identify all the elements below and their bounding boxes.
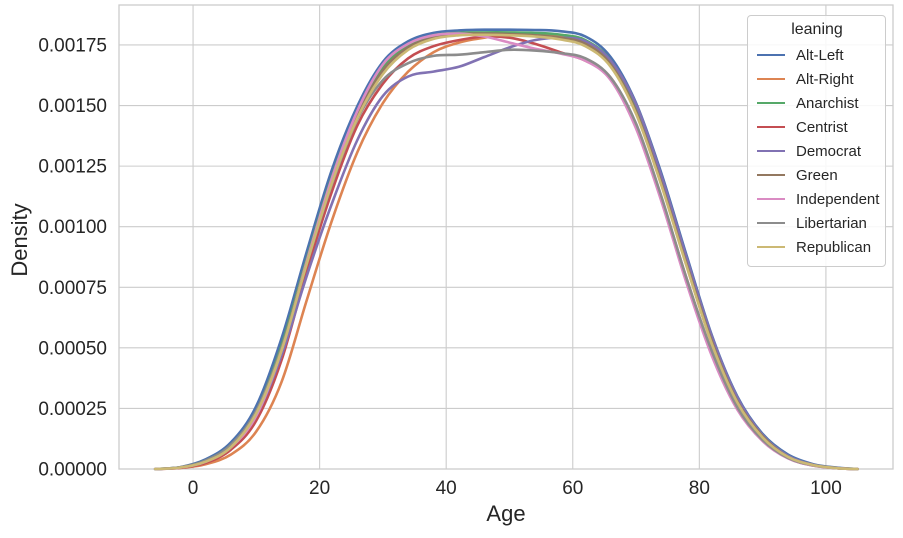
legend-item-independent: Independent [757, 187, 880, 211]
y-tick-label: 0.00000 [38, 460, 107, 481]
legend-item-alt-right: Alt-Right [757, 67, 877, 91]
legend-swatch-independent [757, 198, 785, 200]
x-tick-label: 20 [309, 478, 330, 499]
legend-swatch-anarchist [757, 102, 785, 104]
y-tick-label: 0.00150 [38, 96, 107, 117]
y-tick-label: 0.00175 [38, 35, 107, 56]
x-tick-label: 60 [562, 478, 583, 499]
x-tick-label: 40 [436, 478, 457, 499]
y-tick-label: 0.00125 [38, 157, 107, 178]
y-tick-label: 0.00050 [38, 338, 107, 359]
tick-labels: 0 20 40 60 80 100 0.00000 0.00025 0.00050 0.00075… [38, 35, 841, 499]
x-tick-label: 80 [689, 478, 710, 499]
legend-item-democrat: Democrat [757, 139, 877, 163]
legend-label: Democrat [796, 142, 862, 160]
legend-title: leaning [791, 21, 843, 38]
x-axis-label: Age [486, 501, 526, 526]
axes-border [118, 4, 894, 470]
legend-label: Republican [796, 238, 872, 256]
legend-label: Anarchist [796, 94, 859, 112]
legend-item-libertarian: Libertarian [757, 211, 877, 235]
curve-republican [153, 33, 859, 471]
legend-item-green: Green [757, 163, 877, 187]
legend-swatch-centrist [757, 126, 785, 128]
legend: leaning Alt-Left Alt-Right Anarchist Centri… [747, 15, 886, 267]
legend-swatch-libertarian [757, 222, 785, 224]
y-tick-label: 0.00100 [38, 217, 107, 238]
legend-item-alt-left: Alt-Left [757, 43, 877, 67]
y-tick-label: 0.00025 [38, 399, 107, 420]
legend-item-anarchist: Anarchist [757, 91, 877, 115]
legend-swatch-democrat [757, 150, 785, 152]
x-tick-label: 0 [188, 478, 199, 499]
curves [153, 28, 859, 471]
legend-swatch-republican [757, 246, 785, 248]
legend-swatch-green [757, 174, 785, 176]
legend-label: Centrist [796, 118, 848, 136]
legend-swatch-alt-left [757, 54, 785, 56]
y-tick-label: 0.00075 [38, 278, 107, 299]
legend-item-centrist: Centrist [757, 115, 877, 139]
legend-swatch-alt-right [757, 78, 785, 80]
legend-label: Independent [796, 190, 880, 208]
y-axis-label: Density [7, 203, 32, 277]
legend-items: Alt-Left Alt-Right Anarchist Centrist Democr… [757, 43, 880, 259]
legend-label: Libertarian [796, 214, 867, 232]
legend-item-republican: Republican [757, 235, 877, 259]
legend-label: Alt-Right [796, 70, 854, 88]
legend-label: Alt-Left [796, 46, 844, 64]
legend-label: Green [796, 166, 838, 184]
x-tick-label: 100 [810, 478, 842, 499]
